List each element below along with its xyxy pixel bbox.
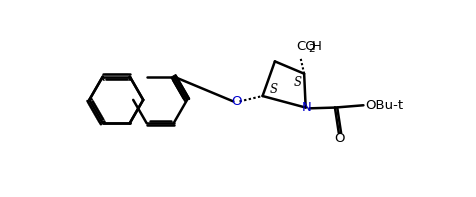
Text: S: S: [269, 83, 277, 96]
Text: O: O: [334, 132, 344, 145]
Text: CO: CO: [296, 40, 316, 53]
Text: H: H: [311, 40, 321, 53]
Text: 2: 2: [307, 44, 314, 54]
Text: S: S: [293, 76, 301, 89]
Text: OBu-t: OBu-t: [364, 99, 402, 112]
Text: O: O: [231, 95, 241, 108]
Text: N: N: [301, 101, 311, 114]
